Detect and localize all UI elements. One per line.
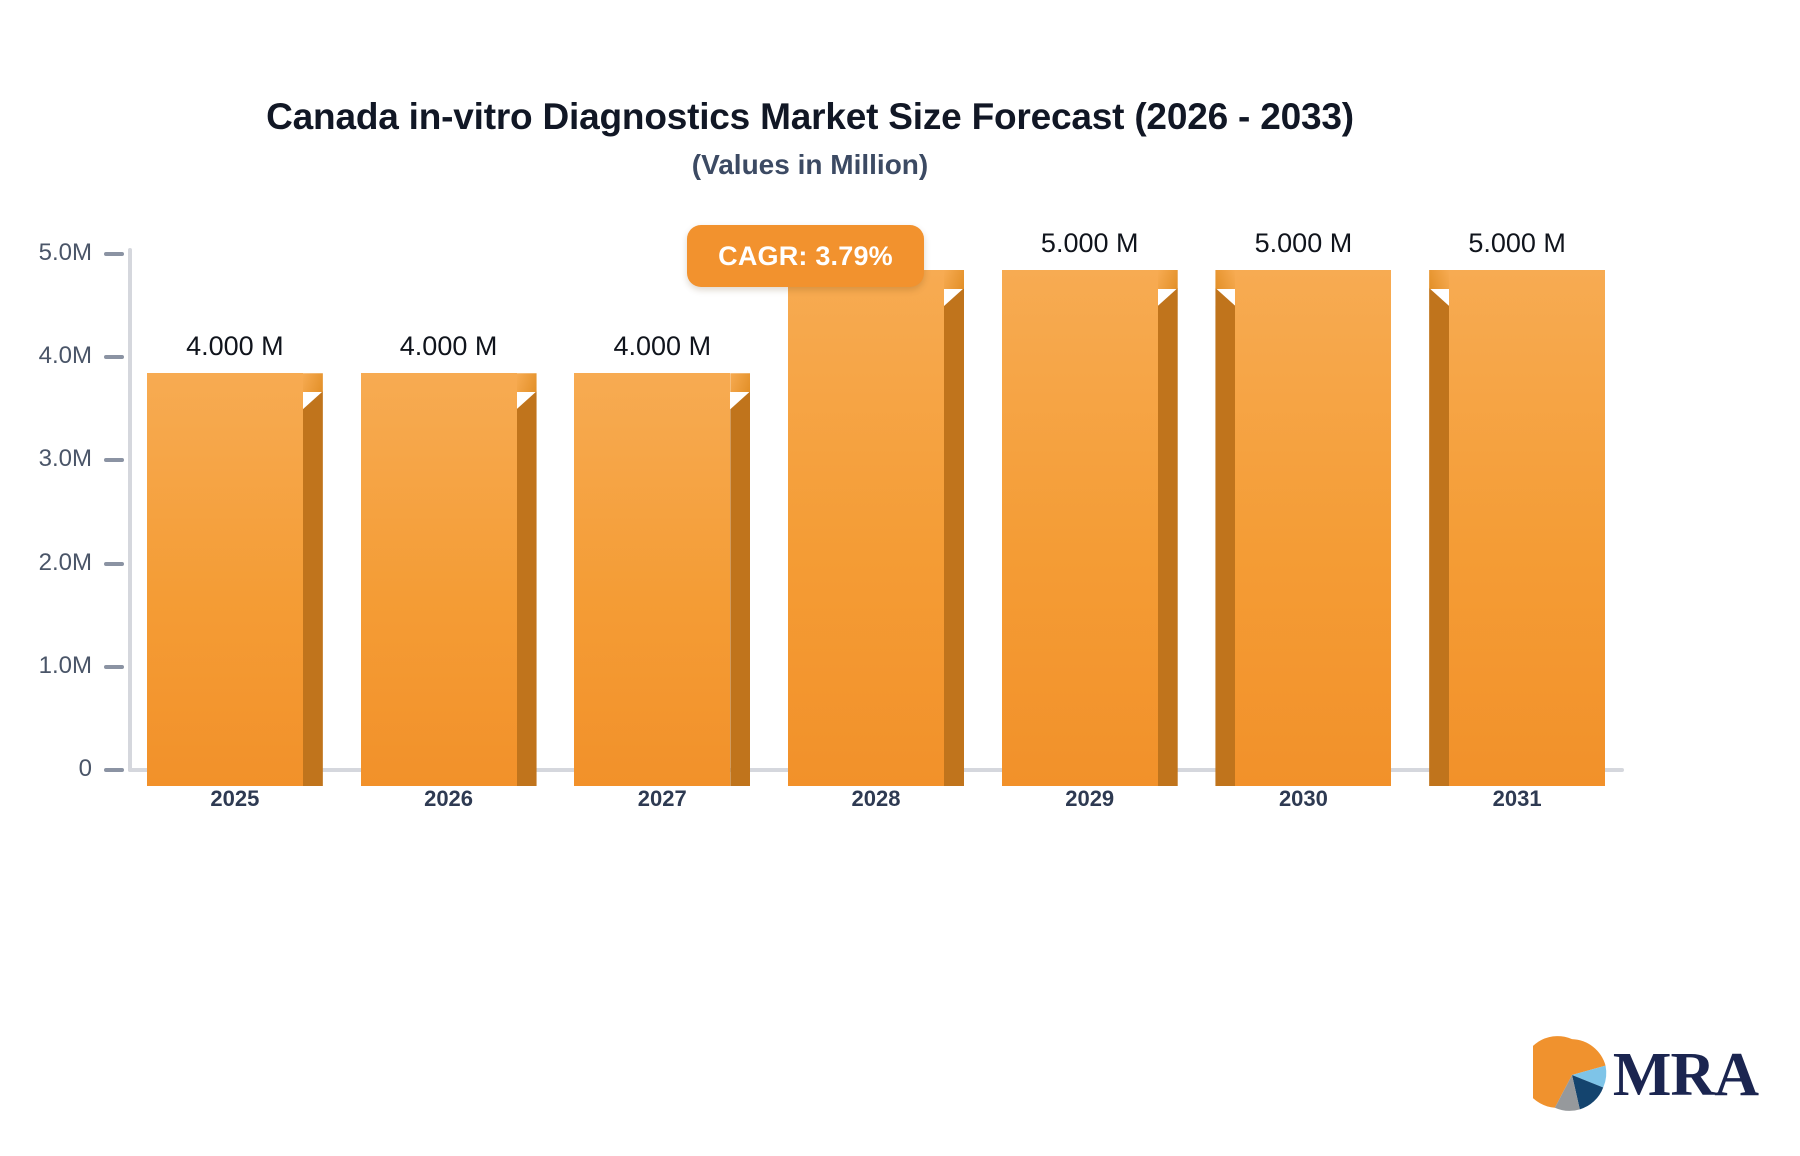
bar-top-face xyxy=(730,373,751,393)
bar-side-face xyxy=(1157,288,1178,786)
bar-top-face xyxy=(516,373,537,393)
bar-side-face xyxy=(1215,288,1236,786)
mra-logo: MRA xyxy=(1532,1036,1759,1114)
bar-side-face xyxy=(730,391,751,786)
bar-value-label: 4.000 M xyxy=(186,331,284,362)
bar-value-label: 4.000 M xyxy=(399,331,498,362)
bar-top-face xyxy=(1429,270,1450,289)
bar-front-face xyxy=(574,373,731,786)
x-axis-category-label: 2030 xyxy=(1278,786,1328,811)
y-axis-tick-label: 4.0M xyxy=(38,342,92,370)
bar-group[interactable] xyxy=(788,262,964,786)
cagr-badge-label: CAGR: 3.79% xyxy=(718,240,893,271)
bar-front-face xyxy=(360,373,517,786)
bar[interactable]: 4.000 M xyxy=(146,331,323,786)
bar-side-face xyxy=(516,391,537,786)
y-axis-line xyxy=(128,248,132,772)
x-axis-category-label: 2025 xyxy=(210,786,260,811)
bar-top-face xyxy=(944,270,964,289)
title-block: Canada in-vitro Diagnostics Market Size … xyxy=(0,96,1620,181)
bar-top-face xyxy=(1215,270,1236,289)
bar-front-face xyxy=(146,373,303,786)
logo-wordmark: MRA xyxy=(1612,1041,1759,1109)
bar-group[interactable]: 5.000 M xyxy=(1001,228,1178,786)
bar-side-face xyxy=(302,391,323,786)
bar-front-face xyxy=(1449,270,1606,786)
y-axis-tick-label: 5.0M xyxy=(38,239,92,266)
y-axis-tick-label: 2.0M xyxy=(38,548,92,576)
bar-value-label: 5.000 M xyxy=(1254,228,1353,258)
chart-subtitle: (Values in Million) xyxy=(691,149,929,181)
y-axis-tick-label: 1.0M xyxy=(38,651,92,679)
y-axis-tick-dash xyxy=(104,355,124,360)
y-axis-tick-dash xyxy=(104,561,124,566)
bar-value-label: 5.000 M xyxy=(1468,228,1566,258)
bar-group[interactable]: 4.000 M xyxy=(146,262,323,786)
page-title: Canada in-vitro Diagnostics Market Size … xyxy=(266,96,1354,137)
x-axis-category-label: 2027 xyxy=(637,786,687,811)
bar[interactable]: 5.000 M xyxy=(1215,228,1392,786)
bar-value-label: 5.000 M xyxy=(1040,228,1139,258)
bar-top-face xyxy=(302,373,323,393)
x-axis-category-label: 2031 xyxy=(1492,786,1542,811)
y-axis-tick-dash xyxy=(104,664,124,669)
x-axis-category-label: 2028 xyxy=(851,786,901,811)
y-axis-tick-label: 0 xyxy=(78,755,92,782)
y-axis-tick-dash xyxy=(104,768,124,772)
x-axis-category-label: 2026 xyxy=(424,786,474,811)
bar[interactable]: 4.000 M xyxy=(574,331,751,786)
bar[interactable]: 4.000 M xyxy=(360,331,537,786)
bar[interactable]: 5.000 M xyxy=(1001,228,1178,786)
bar[interactable] xyxy=(788,270,964,786)
bar-front-face xyxy=(788,270,944,786)
plot-area: 4.000 M 4.000 M 4.000 M 5.000 M 5.000 M 5.000… xyxy=(128,228,1624,786)
y-axis-tick-dash xyxy=(104,252,124,256)
bar-side-face xyxy=(1429,288,1450,786)
bar-front-face xyxy=(1235,270,1392,786)
bar-value-label: 4.000 M xyxy=(613,331,712,362)
bar-top-face xyxy=(1157,270,1178,289)
bar-front-face xyxy=(1001,270,1158,786)
cagr-badge[interactable]: CAGR: 3.79% xyxy=(687,225,924,287)
bar-group[interactable]: 5.000 M xyxy=(1215,228,1392,786)
y-axis-tick-label: 3.0M xyxy=(38,445,92,473)
y-axis-tick-dash xyxy=(104,458,124,463)
bar-side-face xyxy=(944,288,964,786)
x-axis-category-label: 2029 xyxy=(1065,786,1115,811)
bar[interactable]: 5.000 M xyxy=(1429,228,1606,786)
bar-group[interactable]: 4.000 M xyxy=(360,262,537,786)
bar-group[interactable]: 4.000 M xyxy=(574,262,751,786)
bar-group[interactable]: 5.000 M xyxy=(1429,228,1606,786)
pie-chart-logo-icon xyxy=(1532,1036,1607,1111)
